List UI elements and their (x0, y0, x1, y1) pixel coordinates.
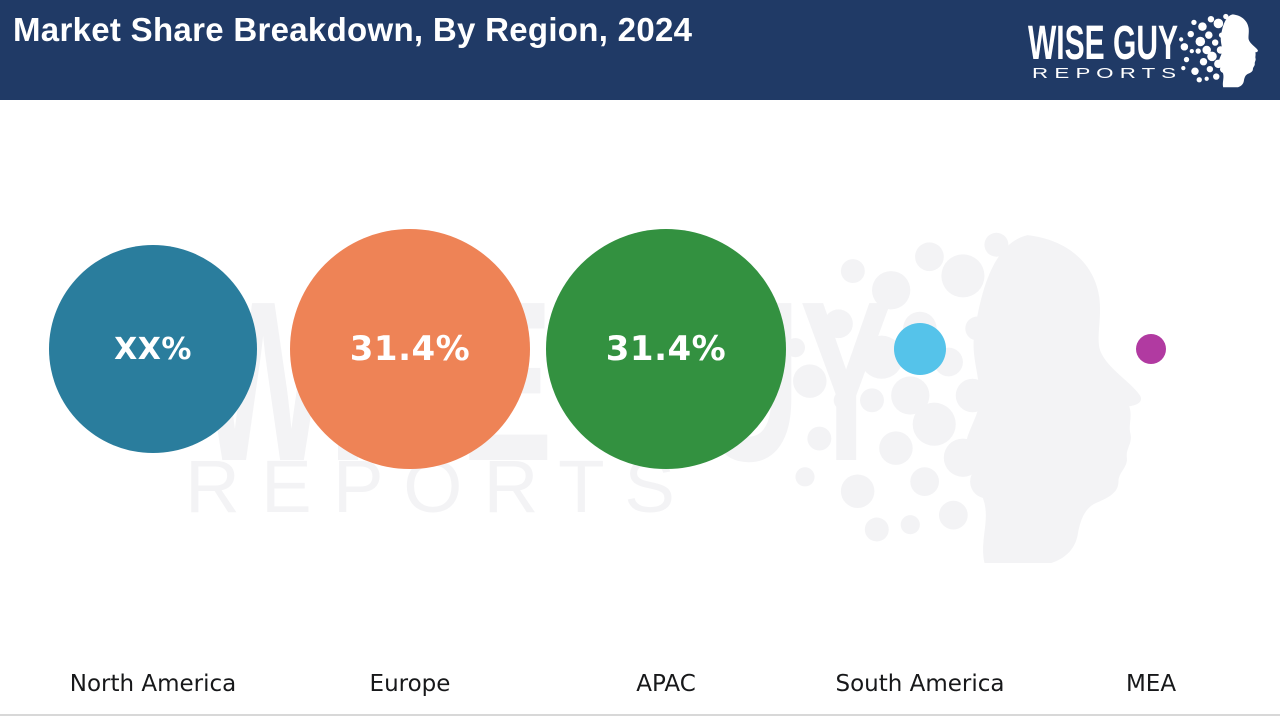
logo-line2: R E P O R T S (1032, 65, 1176, 82)
bubble-value-label: XX% (114, 331, 192, 367)
category-label-mea: MEA (1125, 671, 1177, 697)
header: Market Share Breakdown, By Region, 2024 … (0, 0, 1280, 100)
category-label-north-america: North America (69, 671, 237, 697)
wise-guy-logo-graphic: WISE GUY R E P O R T S (1028, 13, 1258, 88)
category-label-europe: Europe (369, 671, 451, 697)
watermark-head-icon (785, 232, 1142, 563)
plot-area: WISE GUY R E P O R T S XX% 31.4% 31.4% N… (0, 100, 1280, 720)
logo-line1: WISE GUY (1028, 17, 1178, 70)
bottom-divider (0, 714, 1280, 716)
category-label-south-america: South America (835, 671, 1005, 697)
page-title: Market Share Breakdown, By Region, 2024 (13, 11, 693, 48)
bubble-south-america (894, 323, 946, 375)
bubble-value-label: 31.4% (605, 329, 727, 369)
wise-guy-logo: WISE GUY R E P O R T S (1026, 7, 1264, 97)
bubble-europe: 31.4% (290, 229, 530, 469)
bubble-value-label: 31.4% (349, 329, 471, 369)
logo-head-icon (1179, 13, 1258, 88)
bubble-mea (1136, 334, 1166, 364)
category-label-apac: APAC (636, 671, 696, 697)
bubble-north-america: XX% (49, 245, 257, 453)
bubble-apac: 31.4% (546, 229, 786, 469)
